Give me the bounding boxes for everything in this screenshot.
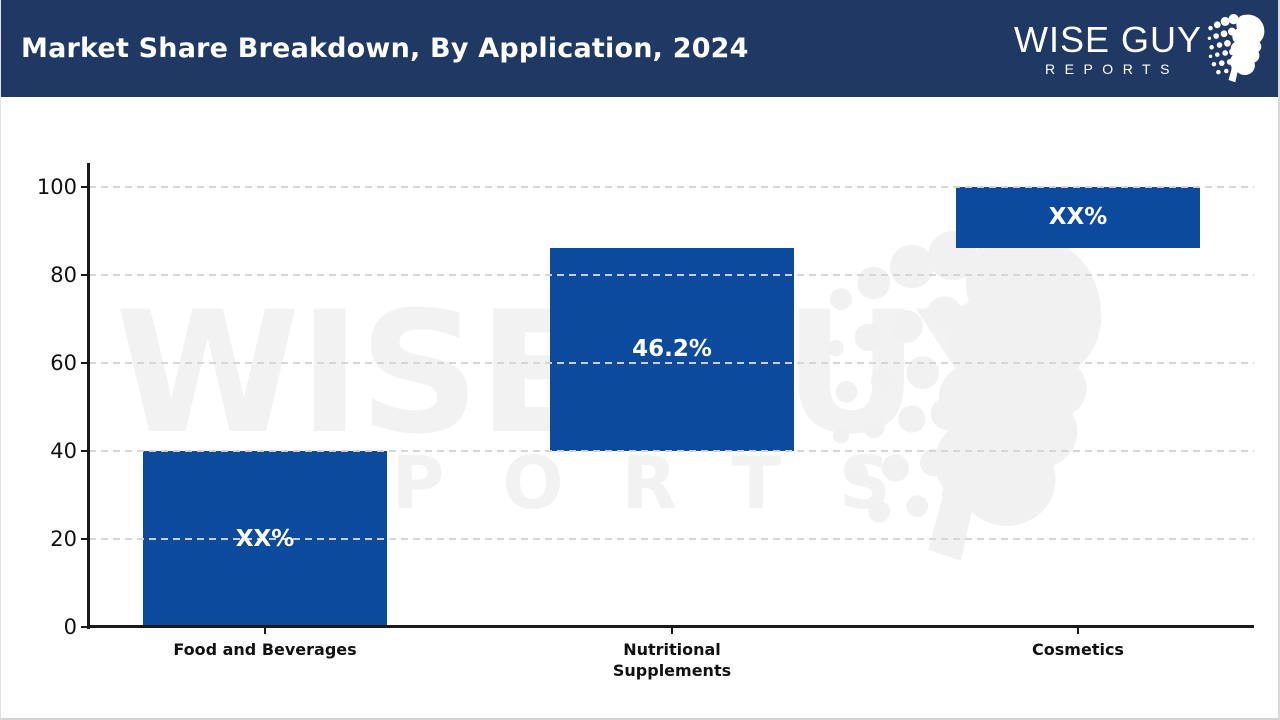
gridline: [89, 274, 1254, 276]
bar-value-label: 46.2%: [632, 336, 712, 363]
x-tick-mark: [671, 628, 673, 634]
x-category-label: Cosmetics: [1032, 640, 1124, 659]
y-tick-mark: [81, 274, 87, 276]
y-tick-label: 40: [50, 439, 77, 463]
y-tick-mark: [81, 538, 87, 540]
y-tick-label: 60: [50, 351, 77, 375]
header: Market Share Breakdown, By Application, …: [1, 0, 1278, 97]
x-category-label: Nutritional Supplements: [612, 640, 732, 680]
y-tick-label: 100: [36, 175, 77, 199]
y-tick-mark: [81, 626, 87, 628]
y-tick-label: 20: [50, 527, 77, 551]
y-tick-mark: [81, 186, 87, 188]
logo-text: WISE GUY REPORTS: [1013, 18, 1202, 77]
x-axis-spine: [87, 625, 1254, 628]
logo-wordmark: WISE GUY: [1013, 18, 1202, 60]
logo-face-icon: [1207, 13, 1265, 82]
bar-value-label: XX%: [1048, 204, 1108, 231]
gridline: [89, 186, 1254, 188]
logo-subtext: REPORTS: [1045, 60, 1179, 77]
bar: [550, 247, 794, 451]
gridline: [89, 362, 1254, 364]
y-tick-mark: [81, 450, 87, 452]
x-tick-mark: [1077, 628, 1079, 634]
y-tick-label: 0: [63, 615, 77, 639]
x-tick-mark: [264, 628, 266, 634]
bar-value-label: XX%: [235, 526, 295, 552]
gridline: [89, 450, 1254, 452]
y-axis-spine: [87, 163, 90, 629]
gridline: [89, 538, 1254, 540]
x-category-label: Food and Beverages: [173, 640, 357, 659]
page-title: Market Share Breakdown, By Application, …: [21, 33, 749, 64]
y-tick-label: 80: [50, 263, 77, 287]
y-tick-mark: [81, 362, 87, 364]
wiseguy-logo: WISE GUY REPORTS: [1014, 10, 1268, 88]
